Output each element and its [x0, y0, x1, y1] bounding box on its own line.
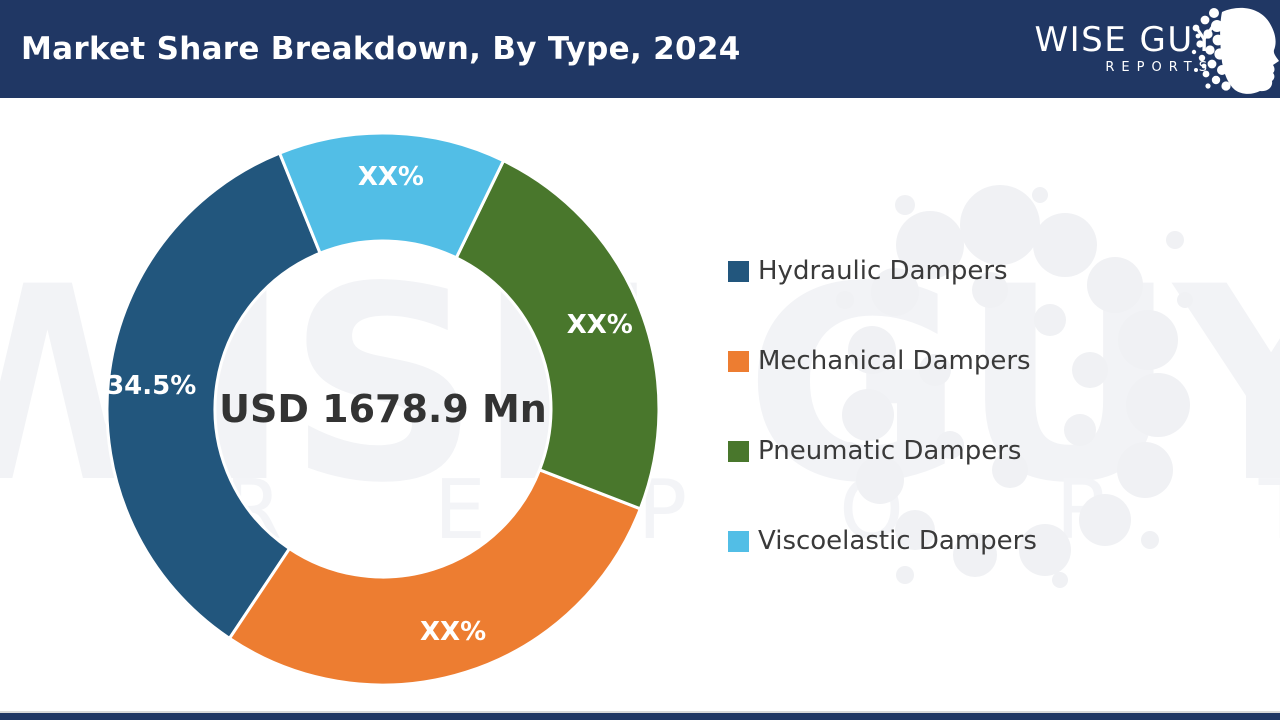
legend-swatch-pneumatic — [728, 441, 749, 462]
slice-label-hydraulic-dampers: 34.5% — [106, 371, 196, 401]
brand-logo-name: WISE GUY — [1034, 20, 1216, 60]
legend-item-pneumatic: Pneumatic Dampers — [728, 438, 1037, 465]
footer-bar — [0, 711, 1280, 720]
chart-legend: Hydraulic Dampers Mechanical Dampers Pne… — [728, 258, 1037, 618]
legend-label-mechanical: Mechanical Dampers — [758, 346, 1031, 376]
donut-center-value: USD 1678.9 Mn — [219, 387, 547, 431]
legend-label-viscoelastic: Viscoelastic Dampers — [758, 526, 1037, 556]
donut-slice-hydraulic-dampers — [105, 151, 322, 640]
slice-label-pneumatic-dampers: XX% — [567, 310, 633, 340]
header-bar: Market Share Breakdown, By Type, 2024 WI… — [0, 0, 1280, 98]
page-title: Market Share Breakdown, By Type, 2024 — [21, 31, 741, 67]
watermark-face-dots — [836, 185, 1193, 588]
slice-label-mechanical-dampers: XX% — [420, 617, 486, 647]
legend-swatch-viscoelastic — [728, 531, 749, 552]
donut-slice-mechanical-dampers — [228, 468, 642, 687]
legend-item-mechanical: Mechanical Dampers — [728, 348, 1037, 375]
slice-label-viscoelastic-dampers: XX% — [358, 162, 424, 192]
legend-item-hydraulic: Hydraulic Dampers — [728, 258, 1037, 285]
legend-swatch-hydraulic — [728, 261, 749, 282]
legend-item-viscoelastic: Viscoelastic Dampers — [728, 528, 1037, 555]
brand-logo: WISE GUY REPORTS — [1034, 0, 1216, 98]
donut-slice-pneumatic-dampers — [454, 159, 661, 511]
brand-logo-face-icon — [1191, 7, 1279, 94]
brand-logo-subtitle: REPORTS — [1105, 60, 1214, 75]
legend-label-hydraulic: Hydraulic Dampers — [758, 256, 1008, 286]
legend-swatch-mechanical — [728, 351, 749, 372]
donut-slice-labels: 34.5% XX% XX% XX% — [106, 162, 633, 647]
legend-label-pneumatic: Pneumatic Dampers — [758, 436, 1022, 466]
donut-slice-viscoelastic-dampers — [278, 131, 505, 260]
donut-slices — [105, 131, 661, 687]
